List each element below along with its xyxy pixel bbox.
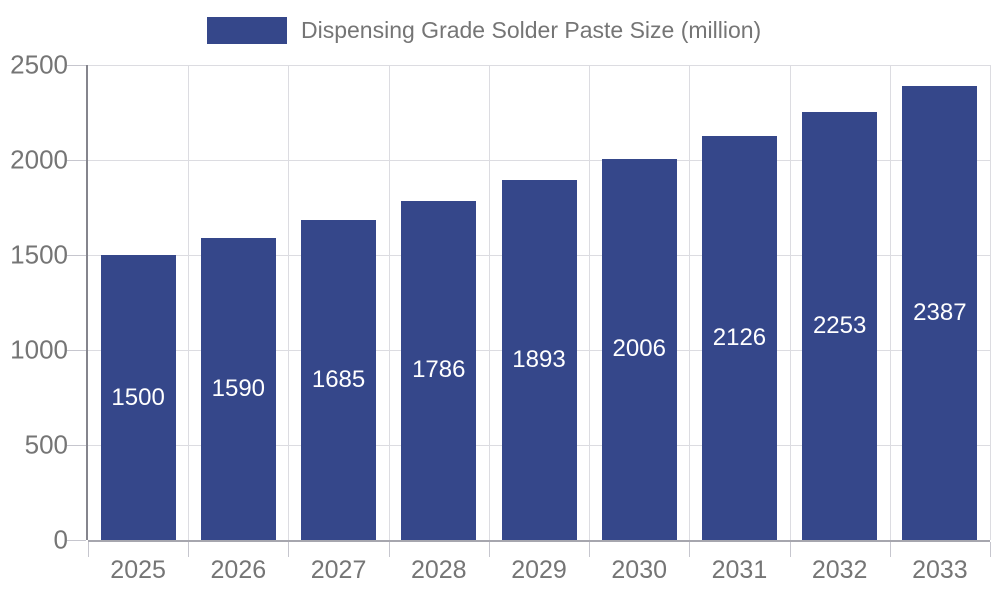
gridline-horizontal: [88, 65, 990, 66]
gridline-vertical: [689, 65, 691, 540]
bar-value-label: 1500: [111, 383, 165, 411]
bar: [701, 136, 777, 540]
x-axis-tick: [589, 542, 591, 557]
y-axis-tick: [67, 255, 86, 256]
bar-value-label: 2387: [913, 299, 967, 327]
y-axis-tick: [67, 540, 86, 541]
legend: Dispensing Grade Solder Paste Size (mill…: [207, 17, 761, 44]
x-axis-tick-label: 2030: [611, 556, 668, 584]
y-axis-tick-label: 0: [53, 524, 68, 555]
gridline-vertical: [288, 65, 290, 540]
x-axis-tick: [288, 542, 290, 557]
y-axis-tick-label: 500: [24, 429, 68, 460]
x-axis-tick-label: 2029: [511, 556, 567, 584]
bar: [802, 111, 878, 540]
legend-swatch: [207, 17, 287, 44]
bar-value-label: 2006: [612, 335, 666, 363]
y-axis-tick: [67, 160, 86, 161]
bar: [200, 237, 276, 540]
gridline-vertical: [388, 65, 390, 540]
bar: [501, 180, 577, 540]
x-axis-tick-label: 2033: [912, 556, 968, 584]
x-axis-tick-label: 2025: [110, 556, 166, 584]
gridline-vertical: [789, 65, 791, 540]
y-axis-tick-label: 1000: [10, 334, 68, 365]
x-axis-tick-label: 2028: [410, 556, 467, 584]
x-axis-tick: [689, 542, 691, 557]
bar-value-label: 2126: [712, 324, 767, 352]
x-axis-tick: [990, 542, 991, 557]
y-axis-tick-label: 2500: [10, 49, 68, 80]
y-axis-tick: [67, 65, 86, 66]
y-axis-tick: [67, 445, 86, 446]
x-axis-tick: [889, 542, 891, 557]
gridline-vertical: [889, 65, 891, 540]
x-axis-tick: [388, 542, 390, 557]
bar-value-label: 1893: [512, 346, 566, 374]
gridline-vertical: [488, 65, 490, 540]
gridline-vertical: [188, 65, 190, 540]
bar: [401, 200, 477, 540]
x-axis-tick-label: 2026: [210, 556, 267, 584]
x-axis-tick: [488, 542, 490, 557]
x-axis-tick-label: 2027: [310, 556, 367, 584]
bar: [301, 219, 377, 540]
y-axis-tick: [67, 350, 86, 351]
bar-value-label: 2253: [812, 311, 867, 339]
bar: [601, 158, 677, 540]
x-axis-tick: [789, 542, 791, 557]
gridline-vertical: [990, 65, 991, 540]
x-axis-tick-label: 2031: [711, 556, 768, 584]
x-axis-tick-label: 2032: [811, 556, 868, 584]
y-axis-tick-label: 2000: [10, 144, 68, 175]
bar-value-label: 1590: [211, 374, 266, 402]
gridline-horizontal: [88, 160, 990, 161]
plot-area: 0 500 1000 1500 2000 2500 2025 2026 2027 2028 2029…: [10, 50, 991, 584]
x-axis-line: [88, 540, 990, 542]
bar: [100, 255, 176, 540]
x-axis-tick: [88, 542, 89, 557]
gridline-vertical: [589, 65, 591, 540]
legend-label: Dispensing Grade Solder Paste Size (mill…: [301, 17, 762, 43]
bar-value-label: 1786: [412, 356, 466, 384]
x-axis-tick: [188, 542, 190, 557]
bar: [902, 86, 978, 540]
bar-value-label: 1685: [311, 365, 366, 393]
y-axis-tick-label: 1500: [10, 239, 68, 270]
y-axis-line: [86, 65, 88, 540]
